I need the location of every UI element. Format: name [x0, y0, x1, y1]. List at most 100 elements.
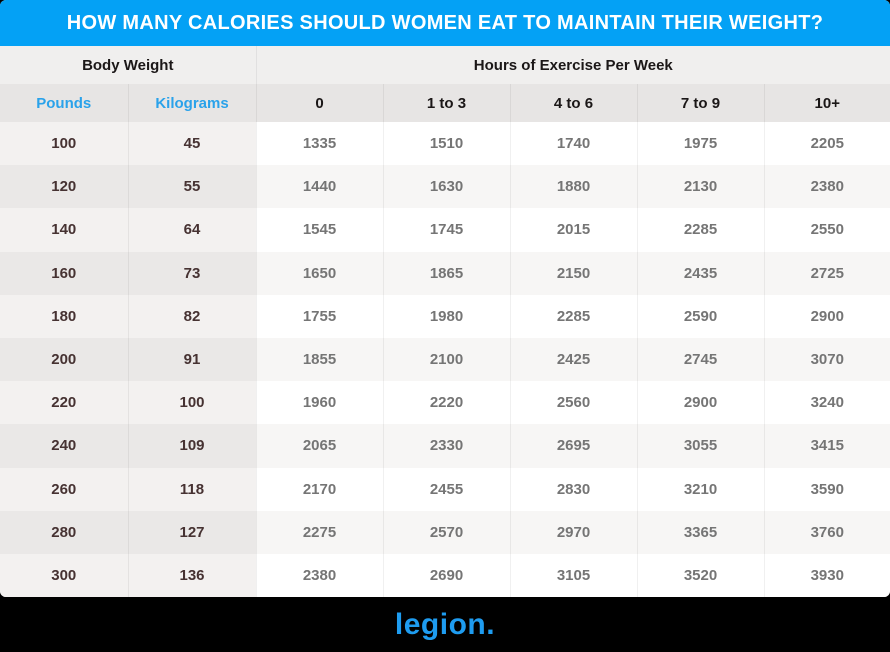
kilograms-cell: 91: [128, 337, 257, 382]
calorie-cell: 1740: [510, 122, 638, 166]
calorie-cell: 2205: [764, 122, 890, 166]
title-bar: HOW MANY CALORIES SHOULD WOMEN EAT TO MA…: [0, 0, 890, 46]
calorie-cell: 1865: [383, 251, 511, 295]
calorie-cell: 2275: [256, 510, 384, 554]
calorie-cell: 3055: [637, 424, 765, 468]
pounds-cell: 300: [0, 553, 129, 597]
table-header: Body Weight Hours of Exercise Per Week P…: [0, 46, 890, 122]
pounds-cell: 140: [0, 208, 129, 252]
table-row: 100 45 1335 1510 1740 1975 2205: [0, 122, 890, 166]
group-header-row: Body Weight Hours of Exercise Per Week: [0, 46, 890, 84]
kilograms-cell: 118: [128, 467, 257, 511]
calorie-cell: 1630: [383, 165, 511, 209]
kilograms-cell: 64: [128, 208, 257, 252]
table-row: 160 73 1650 1865 2150 2435 2725: [0, 251, 890, 295]
calorie-cell: 3365: [637, 510, 765, 554]
table-row: 140 64 1545 1745 2015 2285 2550: [0, 208, 890, 252]
calorie-cell: 2435: [637, 251, 765, 295]
pounds-cell: 120: [0, 165, 129, 209]
pounds-cell: 200: [0, 337, 129, 382]
table-row: 180 82 1755 1980 2285 2590 2900: [0, 294, 890, 338]
calorie-cell: 1440: [256, 165, 384, 209]
calorie-cell: 2900: [764, 294, 890, 338]
calorie-infographic: HOW MANY CALORIES SHOULD WOMEN EAT TO MA…: [0, 0, 890, 597]
column-header-row: Pounds Kilograms 0 1 to 3 4 to 6 7 to 9 …: [0, 84, 890, 122]
calorie-cell: 2970: [510, 510, 638, 554]
kilograms-cell: 100: [128, 381, 257, 425]
table-body: 100 45 1335 1510 1740 1975 2205 120 55 1440 1630 18…: [0, 122, 890, 597]
kilograms-cell: 55: [128, 165, 257, 209]
calorie-cell: 1755: [256, 294, 384, 338]
hours-4to6-column-header: 4 to 6: [510, 84, 638, 122]
calorie-cell: 2725: [764, 251, 890, 295]
calorie-table: Body Weight Hours of Exercise Per Week P…: [0, 46, 890, 597]
calorie-cell: 1745: [383, 208, 511, 252]
calorie-cell: 3105: [510, 553, 638, 597]
kilograms-cell: 127: [128, 510, 257, 554]
calorie-cell: 1510: [383, 122, 511, 166]
calorie-cell: 2065: [256, 424, 384, 468]
table-row: 280 127 2275 2570 2970 3365 3760: [0, 510, 890, 554]
table-row: 300 136 2380 2690 3105 3520 3930: [0, 553, 890, 597]
calorie-cell: 2560: [510, 381, 638, 425]
calorie-cell: 2380: [256, 553, 384, 597]
pounds-cell: 180: [0, 294, 129, 338]
legion-logo: legion.: [394, 607, 496, 641]
calorie-cell: 2285: [637, 208, 765, 252]
calorie-cell: 1960: [256, 381, 384, 425]
calorie-cell: 2330: [383, 424, 511, 468]
exercise-group-header: Hours of Exercise Per Week: [256, 46, 890, 84]
calorie-cell: 2570: [383, 510, 511, 554]
kilograms-cell: 109: [128, 424, 257, 468]
calorie-cell: 2170: [256, 467, 384, 511]
body-weight-group-header: Body Weight: [0, 46, 257, 84]
calorie-cell: 1980: [383, 294, 511, 338]
table-row: 220 100 1960 2220 2560 2900 3240: [0, 381, 890, 425]
table-row: 200 91 1855 2100 2425 2745 3070: [0, 337, 890, 382]
calorie-cell: 3760: [764, 510, 890, 554]
calorie-cell: 2695: [510, 424, 638, 468]
calorie-cell: 2130: [637, 165, 765, 209]
kilograms-cell: 73: [128, 251, 257, 295]
calorie-cell: 2150: [510, 251, 638, 295]
kilograms-cell: 82: [128, 294, 257, 338]
calorie-cell: 3210: [637, 467, 765, 511]
calorie-cell: 3240: [764, 381, 890, 425]
calorie-cell: 3590: [764, 467, 890, 511]
calorie-cell: 1650: [256, 251, 384, 295]
kilograms-cell: 45: [128, 122, 257, 166]
calorie-cell: 2690: [383, 553, 511, 597]
calorie-cell: 2425: [510, 337, 638, 382]
calorie-cell: 2380: [764, 165, 890, 209]
kilograms-cell: 136: [128, 553, 257, 597]
hours-10plus-column-header: 10+: [764, 84, 890, 122]
pounds-cell: 240: [0, 424, 129, 468]
table-row: 260 118 2170 2455 2830 3210 3590: [0, 467, 890, 511]
pounds-cell: 260: [0, 467, 129, 511]
calorie-cell: 2455: [383, 467, 511, 511]
kilograms-column-header: Kilograms: [128, 84, 257, 122]
calorie-cell: 3070: [764, 337, 890, 382]
pounds-cell: 220: [0, 381, 129, 425]
calorie-cell: 1975: [637, 122, 765, 166]
hours-7to9-column-header: 7 to 9: [637, 84, 765, 122]
calorie-cell: 3520: [637, 553, 765, 597]
hours-1to3-column-header: 1 to 3: [383, 84, 511, 122]
calorie-cell: 3930: [764, 553, 890, 597]
calorie-cell: 2285: [510, 294, 638, 338]
calorie-cell: 2590: [637, 294, 765, 338]
footer: legion.: [0, 597, 890, 652]
pounds-cell: 280: [0, 510, 129, 554]
table-row: 120 55 1440 1630 1880 2130 2380: [0, 165, 890, 209]
calorie-cell: 2900: [637, 381, 765, 425]
calorie-cell: 1545: [256, 208, 384, 252]
table-row: 240 109 2065 2330 2695 3055 3415: [0, 424, 890, 468]
calorie-cell: 3415: [764, 424, 890, 468]
calorie-cell: 2550: [764, 208, 890, 252]
pounds-cell: 160: [0, 251, 129, 295]
calorie-cell: 1335: [256, 122, 384, 166]
calorie-cell: 2745: [637, 337, 765, 382]
calorie-cell: 2100: [383, 337, 511, 382]
page-title: HOW MANY CALORIES SHOULD WOMEN EAT TO MA…: [66, 11, 824, 34]
pounds-column-header: Pounds: [0, 84, 129, 122]
